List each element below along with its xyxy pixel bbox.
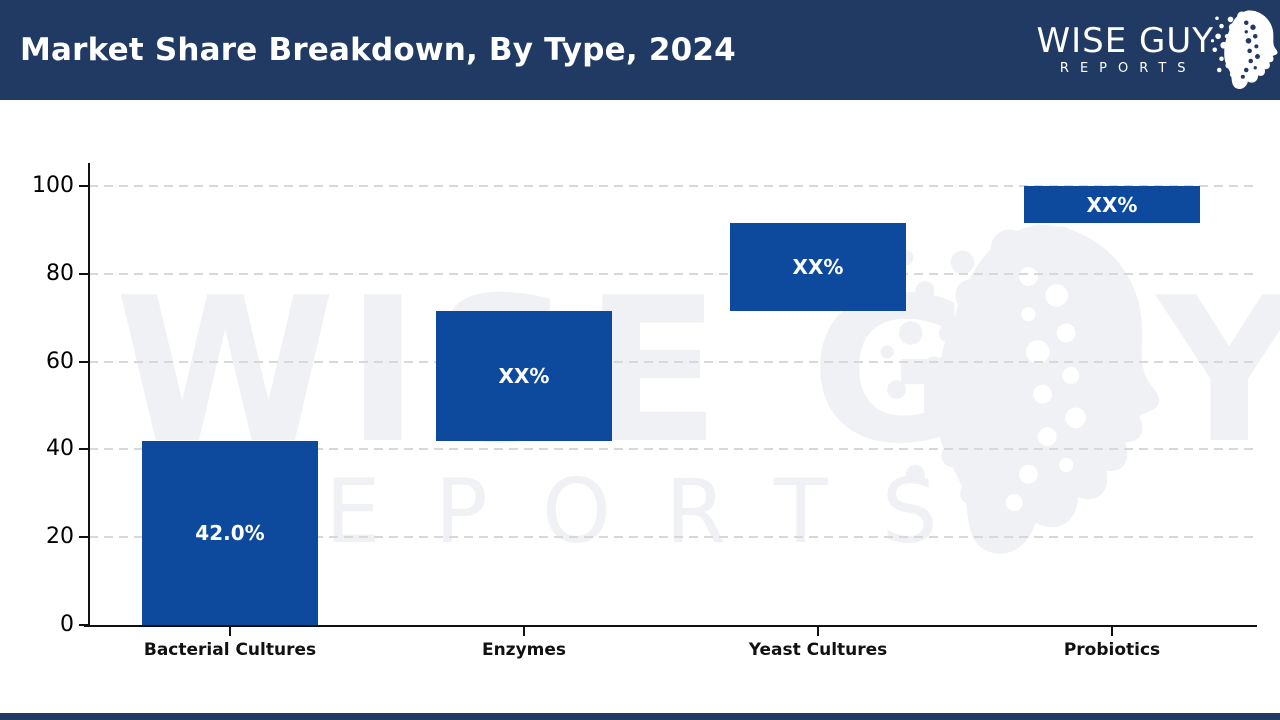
y-tick-60 bbox=[79, 360, 88, 363]
bar-enzymes: XX% bbox=[436, 311, 612, 441]
bar-probiotics: XX% bbox=[1024, 186, 1200, 224]
brand-logo: WISE GUY REPORTS bbox=[1036, 0, 1280, 100]
y-tick-label-80: 80 bbox=[46, 260, 74, 286]
x-category-label-1: Enzymes bbox=[481, 640, 567, 660]
y-tick-80 bbox=[79, 272, 88, 275]
gridline-80 bbox=[89, 272, 1257, 275]
y-tick-label-40: 40 bbox=[46, 436, 74, 462]
bar-yeast-cultures: XX% bbox=[730, 223, 906, 312]
x-tick-3 bbox=[1111, 627, 1113, 636]
bar-value-label: XX% bbox=[792, 255, 844, 280]
bar-value-label: XX% bbox=[498, 363, 550, 388]
x-category-label-0: Bacterial Cultures bbox=[143, 640, 317, 660]
gridline-20 bbox=[89, 536, 1257, 539]
logo-wordmark-line1: WISE GUY bbox=[1036, 21, 1214, 61]
y-tick-label-0: 0 bbox=[60, 612, 74, 637]
page-title: Market Share Breakdown, By Type, 2024 bbox=[20, 32, 736, 68]
gridline-40 bbox=[89, 448, 1257, 451]
y-tick-40 bbox=[79, 448, 88, 451]
x-axis-line bbox=[84, 625, 1257, 627]
x-tick-0 bbox=[229, 627, 231, 636]
gridline-60 bbox=[89, 360, 1257, 363]
bar-bacterial-cultures: 42.0% bbox=[142, 440, 318, 625]
y-tick-label-100: 100 bbox=[32, 173, 74, 198]
footer-bar bbox=[0, 713, 1280, 720]
bar-value-label: 42.0% bbox=[195, 520, 265, 545]
logo-wordmark: WISE GUY REPORTS bbox=[1036, 24, 1214, 76]
x-tick-2 bbox=[817, 627, 819, 636]
header-bar: Market Share Breakdown, By Type, 2024 WI… bbox=[0, 0, 1280, 100]
y-tick-100 bbox=[79, 185, 88, 187]
y-tick-label-20: 20 bbox=[46, 524, 74, 550]
x-category-label-3: Probiotics bbox=[1063, 640, 1161, 660]
x-tick-1 bbox=[523, 627, 525, 636]
y-tick-0 bbox=[79, 624, 88, 626]
y-axis-line bbox=[88, 163, 90, 627]
y-tick-label-60: 60 bbox=[46, 348, 74, 374]
x-category-label-2: Yeast Cultures bbox=[748, 640, 888, 660]
logo-wordmark-line2: REPORTS bbox=[1059, 61, 1197, 76]
bar-value-label: XX% bbox=[1086, 192, 1138, 217]
y-tick-20 bbox=[79, 536, 88, 539]
gridline-100 bbox=[89, 185, 1257, 187]
